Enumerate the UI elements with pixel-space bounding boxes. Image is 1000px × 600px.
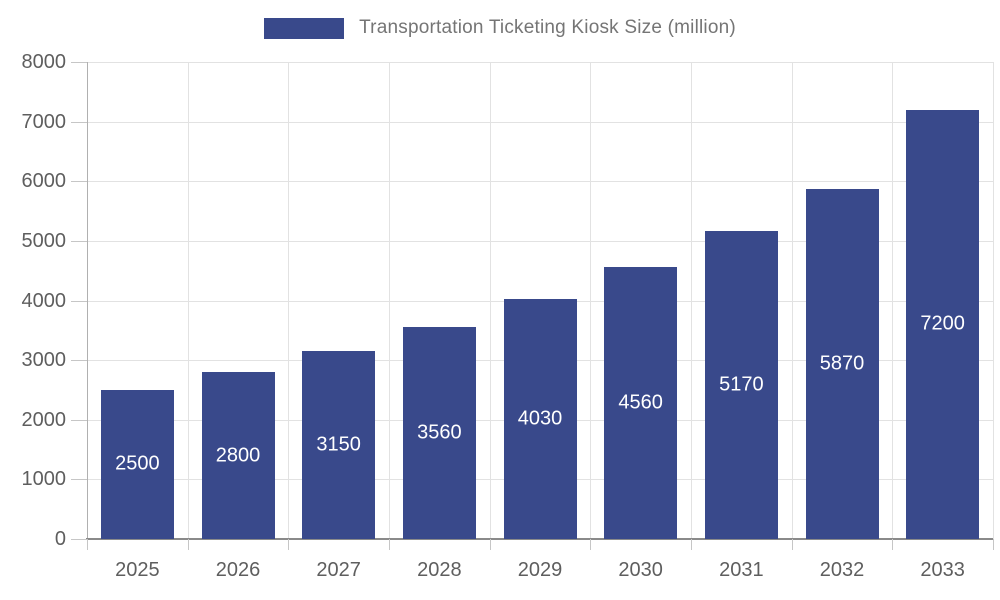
- y-axis-tick: [71, 419, 87, 421]
- x-axis-tick: [590, 539, 592, 550]
- x-axis-tick: [187, 539, 189, 550]
- plot-area: 0 1000 2000 3000 4000 5000 6000 7000 8000 2025 20…: [22, 51, 994, 581]
- horizontal-gridline: [87, 181, 993, 183]
- x-axis-tick: [288, 539, 290, 550]
- x-axis-tick-label: 2032: [819, 559, 865, 581]
- y-axis-line: [87, 62, 88, 539]
- y-axis-tick: [71, 240, 87, 242]
- x-axis-line: [86, 538, 993, 540]
- bar-value-label: 2500: [115, 452, 160, 475]
- legend-swatch: [264, 17, 345, 39]
- bar: 4030: [503, 298, 577, 539]
- vertical-gridline: [791, 62, 793, 539]
- y-axis-tick-label: 1000: [21, 468, 67, 491]
- x-axis-tick-label: 2031: [719, 559, 764, 581]
- x-axis-tick-label: 2030: [618, 559, 663, 581]
- vertical-gridline: [590, 62, 592, 539]
- x-axis-tick-label: 2026: [215, 559, 261, 581]
- legend: Transportation Ticketing Kiosk Size (mil…: [0, 17, 1000, 39]
- x-axis-tick: [489, 539, 491, 550]
- y-axis-tick: [71, 360, 87, 362]
- y-axis-tick-label: 0: [54, 528, 66, 550]
- y-axis-tick-label: 8000: [21, 51, 67, 73]
- bar-value-label: 5870: [819, 352, 865, 375]
- y-axis-tick-label: 4000: [21, 289, 67, 312]
- bar-value-label: 4030: [517, 407, 563, 430]
- x-axis-tick: [389, 539, 390, 550]
- y-axis-tick: [71, 62, 87, 63]
- bar: 2800: [201, 372, 275, 539]
- x-axis-tick: [993, 539, 994, 550]
- x-axis-tick-label: 2028: [417, 559, 462, 581]
- bar-value-label: 5170: [719, 373, 764, 396]
- vertical-gridline: [389, 62, 390, 539]
- bar-value-label: 3560: [417, 421, 462, 444]
- legend-item[interactable]: Transportation Ticketing Kiosk Size (mil…: [264, 17, 736, 39]
- bar-value-label: 7200: [920, 312, 965, 335]
- vertical-gridline: [187, 62, 189, 539]
- x-axis-tick-label: 2027: [316, 559, 361, 581]
- y-axis-tick: [71, 121, 87, 123]
- y-axis-tick: [71, 181, 87, 183]
- x-axis-tick-label: 2029: [517, 559, 563, 581]
- x-axis-tick-label: 2033: [920, 559, 965, 581]
- y-axis-tick: [71, 539, 87, 540]
- vertical-gridline: [892, 62, 894, 539]
- bar: 2500: [100, 389, 174, 539]
- horizontal-gridline: [87, 62, 993, 63]
- vertical-gridline: [691, 62, 692, 539]
- bar: 4560: [604, 267, 678, 539]
- vertical-gridline: [288, 62, 290, 539]
- x-axis-tick: [87, 539, 88, 550]
- vertical-gridline: [489, 62, 491, 539]
- y-axis-tick-label: 7000: [21, 110, 67, 133]
- x-axis-tick-label: 2025: [115, 559, 160, 581]
- x-axis-tick: [691, 539, 692, 550]
- legend-label: Transportation Ticketing Kiosk Size (mil…: [359, 17, 736, 38]
- bar: 3150: [302, 351, 376, 539]
- bar-value-label: 3150: [316, 433, 361, 456]
- y-axis-tick-label: 5000: [21, 229, 67, 252]
- horizontal-gridline: [87, 121, 993, 123]
- y-axis-tick: [71, 479, 87, 481]
- y-axis-tick-label: 6000: [21, 170, 67, 193]
- bar-value-label: 4560: [618, 391, 663, 414]
- bar: 5870: [805, 189, 879, 539]
- vertical-gridline: [993, 62, 994, 539]
- y-axis-tick: [71, 300, 87, 302]
- x-axis-tick: [791, 539, 793, 550]
- bar-value-label: 2800: [215, 444, 261, 467]
- bar: 7200: [906, 109, 980, 539]
- bar: 3560: [402, 326, 476, 539]
- horizontal-gridline: [87, 240, 993, 242]
- y-axis-tick-label: 3000: [21, 349, 67, 372]
- y-axis-tick-label: 2000: [21, 408, 67, 431]
- bar: 5170: [704, 230, 778, 539]
- x-axis-tick: [892, 539, 894, 550]
